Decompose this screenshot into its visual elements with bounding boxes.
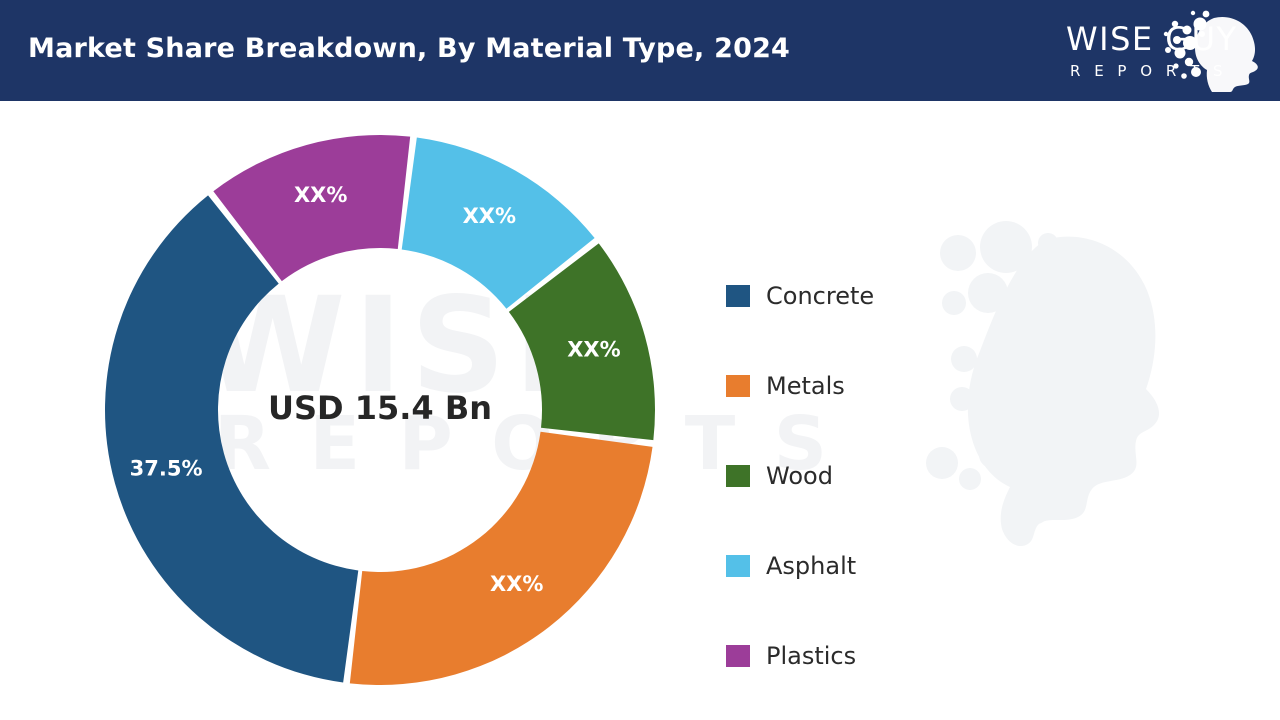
- donut-slice-plastics[interactable]: [213, 135, 411, 282]
- donut-chart: 37.5% XX% XX% XX% XX% USD 15.4 Bn: [105, 135, 655, 685]
- legend-item-wood[interactable]: Wood: [726, 431, 986, 521]
- legend-swatch-icon: [726, 465, 750, 487]
- donut-slice-metals[interactable]: [349, 431, 653, 685]
- logo-head-profile-dots-icon: [1163, 10, 1258, 92]
- legend-swatch-icon: [726, 375, 750, 397]
- donut-slice-label-metals: XX%: [490, 572, 543, 596]
- wise-guy-reports-logo: WISE GUY R E P O R T S: [1062, 8, 1272, 92]
- page-title: Market Share Breakdown, By Material Type…: [28, 33, 791, 64]
- donut-slice-wood[interactable]: [508, 243, 655, 441]
- donut-label-group: 37.5% XX% XX% XX% XX%: [130, 183, 621, 596]
- header-bar: Market Share Breakdown, By Material Type…: [0, 0, 1280, 101]
- logo-wordmark-secondary: R E P O R T S: [1070, 62, 1227, 80]
- chart-legend: Concrete Metals Wood Asphalt Plastics: [726, 251, 986, 701]
- donut-slice-label-concrete: 37.5%: [130, 456, 203, 480]
- legend-item-label: Concrete: [766, 282, 875, 310]
- donut-slice-group: [105, 135, 655, 685]
- legend-swatch-icon: [726, 285, 750, 307]
- legend-item-label: Plastics: [766, 642, 857, 670]
- donut-slice-label-wood: XX%: [567, 338, 620, 362]
- donut-slice-label-plastics: XX%: [294, 183, 347, 207]
- legend-item-label: Asphalt: [766, 552, 857, 580]
- donut-slice-label-asphalt: XX%: [463, 204, 516, 228]
- donut-slice-asphalt[interactable]: [401, 137, 595, 309]
- donut-center-label: USD 15.4 Bn: [268, 389, 492, 427]
- legend-item-label: Wood: [766, 462, 833, 490]
- legend-item-concrete[interactable]: Concrete: [726, 251, 986, 341]
- legend-item-label: Metals: [766, 372, 845, 400]
- donut-slice-concrete[interactable]: [105, 195, 359, 683]
- logo-wordmark-primary: WISE GUY: [1066, 20, 1238, 58]
- legend-item-plastics[interactable]: Plastics: [726, 611, 986, 701]
- legend-item-asphalt[interactable]: Asphalt: [726, 521, 986, 611]
- legend-swatch-icon: [726, 555, 750, 577]
- legend-item-metals[interactable]: Metals: [726, 341, 986, 431]
- legend-swatch-icon: [726, 645, 750, 667]
